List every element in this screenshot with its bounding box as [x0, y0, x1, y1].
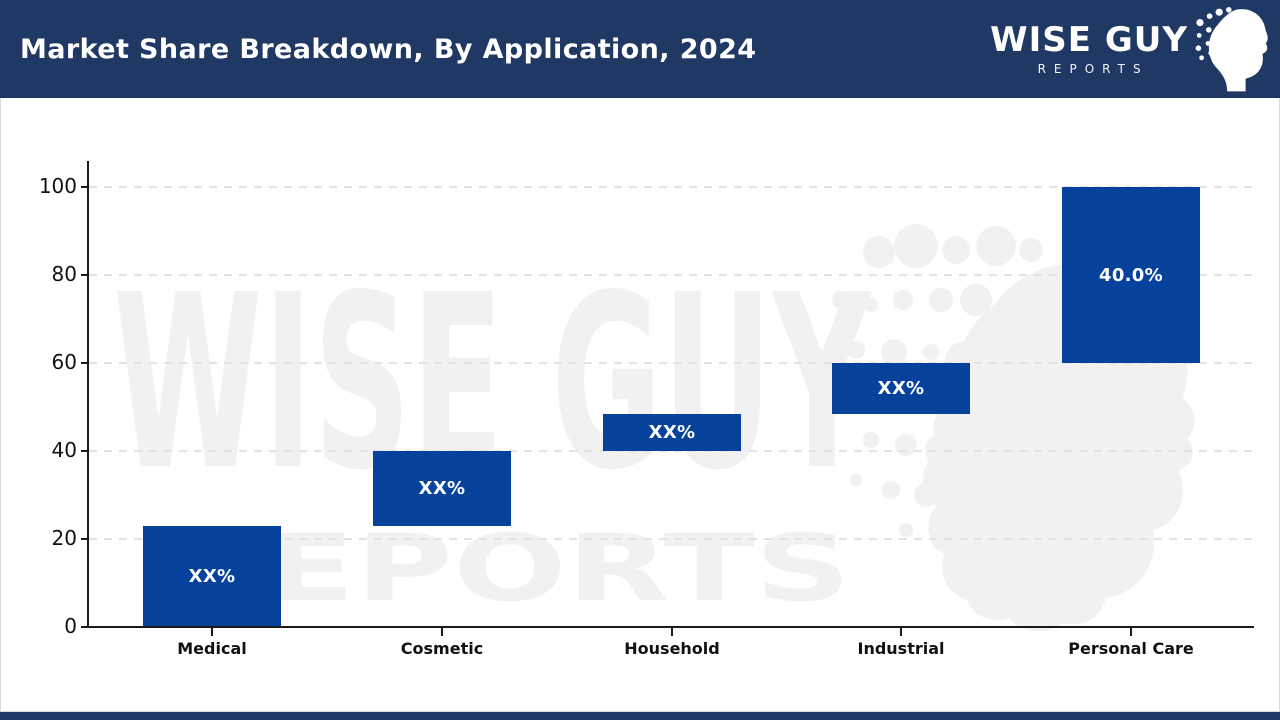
category-label: Industrial — [857, 639, 945, 658]
footer-bar — [0, 712, 1280, 720]
x-tick-mark — [1130, 627, 1132, 636]
y-tick-label: 20 — [51, 526, 77, 550]
y-tick-mark — [81, 186, 89, 188]
y-tick-label: 100 — [38, 174, 77, 198]
logo-text: WISE GUY REPORTS — [990, 23, 1188, 76]
x-tick-mark — [671, 627, 673, 636]
y-tick-mark — [81, 274, 89, 276]
x-tick-mark — [211, 627, 213, 636]
logo-face-icon — [1195, 7, 1268, 92]
y-tick-label: 0 — [64, 614, 77, 638]
y-tick-label: 60 — [51, 350, 77, 374]
category-label: Cosmetic — [400, 639, 484, 658]
bottom-divider — [0, 711, 1280, 712]
bar-value-label: XX% — [877, 377, 925, 399]
bar-value-label: XX% — [188, 565, 236, 587]
y-tick-mark — [81, 450, 89, 452]
page-title: Market Share Breakdown, By Application, … — [20, 33, 757, 65]
bar-personal-care: 40.0% — [1062, 187, 1200, 363]
gridline-20 — [89, 538, 1254, 540]
y-tick-mark — [81, 626, 89, 628]
y-tick-mark — [81, 538, 89, 540]
category-label: Household — [624, 639, 720, 658]
chart-plot: WISE GUY REPORTS 0 20 40 60 80 100 XX% Medical X… — [0, 98, 1280, 712]
x-axis-line — [87, 626, 1254, 628]
y-tick-mark — [81, 362, 89, 364]
gridline-60 — [89, 362, 1254, 364]
bar-industrial: XX% — [832, 363, 970, 414]
category-label: Medical — [177, 639, 247, 658]
bar-value-label: XX% — [418, 477, 466, 499]
bar-medical: XX% — [143, 525, 281, 627]
y-tick-label: 40 — [51, 438, 77, 462]
x-tick-mark — [441, 627, 443, 636]
bar-household: XX% — [603, 413, 741, 451]
bar-value-label: 40.0% — [1099, 264, 1163, 286]
x-tick-mark — [900, 627, 902, 636]
logo-primary-text: WISE GUY — [990, 19, 1188, 60]
header-bar: Market Share Breakdown, By Application, … — [0, 0, 1280, 98]
bar-cosmetic: XX% — [373, 451, 511, 526]
gridline-100 — [89, 186, 1254, 188]
wise-guy-logo: WISE GUY REPORTS — [990, 0, 1272, 98]
y-axis-line — [87, 161, 89, 627]
bar-value-label: XX% — [648, 421, 696, 443]
logo-secondary-text: REPORTS — [1037, 61, 1149, 76]
category-label: Personal Care — [1068, 639, 1194, 658]
gridline-40 — [89, 450, 1254, 452]
y-tick-label: 80 — [51, 262, 77, 286]
gridline-80 — [89, 274, 1254, 276]
